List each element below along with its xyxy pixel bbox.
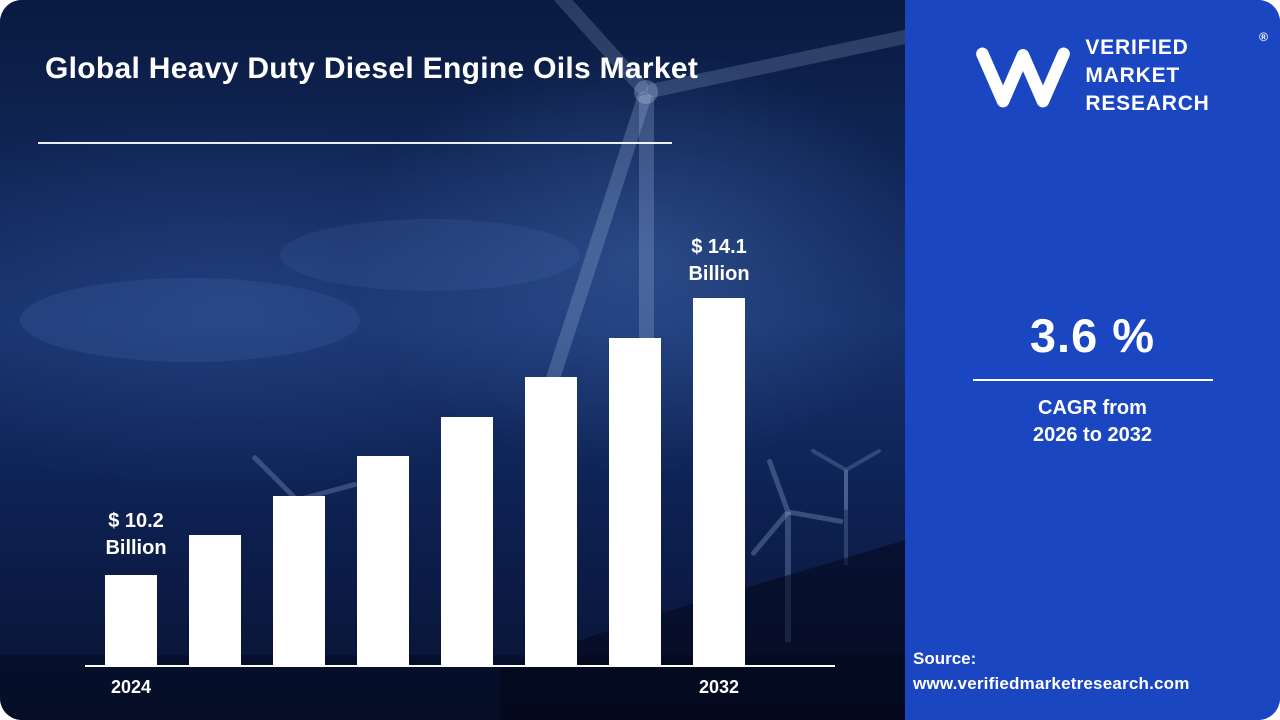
x-tick-first: 2024	[110, 677, 152, 697]
chart-panel: Global Heavy Duty Diesel Engine Oils Mar…	[0, 0, 905, 720]
registered-trademark-symbol: ®	[1259, 30, 1268, 44]
bar	[189, 535, 241, 665]
bar-chart-bars	[85, 298, 835, 665]
bar	[273, 496, 325, 665]
cagr-underline	[972, 379, 1213, 381]
cagr-label: CAGR from 2026 to 2032	[905, 395, 1280, 449]
x-tick-last: 2032	[698, 677, 740, 697]
brand-logo: VERIFIED MARKET RESEARCH	[905, 34, 1280, 118]
cagr-label-line-2: 2026 to 2032	[1033, 424, 1152, 446]
bar	[525, 377, 577, 665]
first-bar-unit: Billion	[105, 537, 167, 559]
cagr-block: 3.6 % CAGR from 2026 to 2032	[905, 308, 1280, 449]
cagr-label-line-1: CAGR from	[1038, 397, 1147, 419]
first-bar-value-label: $ 10.2 Billion	[91, 508, 181, 562]
bar	[441, 417, 493, 665]
title-underline	[38, 142, 672, 144]
brand-name: VERIFIED MARKET RESEARCH	[1085, 34, 1209, 118]
vmr-logo-icon	[976, 47, 1071, 108]
bar-chart	[85, 298, 835, 667]
source-block: Source: www.verifiedmarketresearch.com	[913, 646, 1273, 696]
brand-line-1: VERIFIED	[1085, 36, 1189, 59]
bar	[609, 338, 661, 665]
bar	[105, 575, 157, 665]
last-bar-value-label: $ 14.1 Billion	[669, 234, 769, 288]
cagr-value: 3.6 %	[1029, 309, 1156, 362]
bar	[357, 456, 409, 665]
brand-line-3: RESEARCH	[1085, 92, 1210, 115]
brand-line-2: MARKET	[1085, 64, 1180, 87]
page-title: Global Heavy Duty Diesel Engine Oils Mar…	[45, 52, 699, 85]
small-turbine-silhouette	[811, 449, 881, 565]
source-label: Source:	[913, 649, 977, 668]
info-sidebar: VERIFIED MARKET RESEARCH ® 3.6 % CAGR fr…	[905, 0, 1280, 720]
source-url: www.verifiedmarketresearch.com	[913, 674, 1190, 693]
bar	[693, 298, 745, 665]
first-bar-value: $ 10.2	[108, 510, 164, 532]
x-axis-line	[85, 665, 835, 667]
last-bar-unit: Billion	[688, 263, 750, 285]
last-bar-value: $ 14.1	[691, 236, 747, 258]
